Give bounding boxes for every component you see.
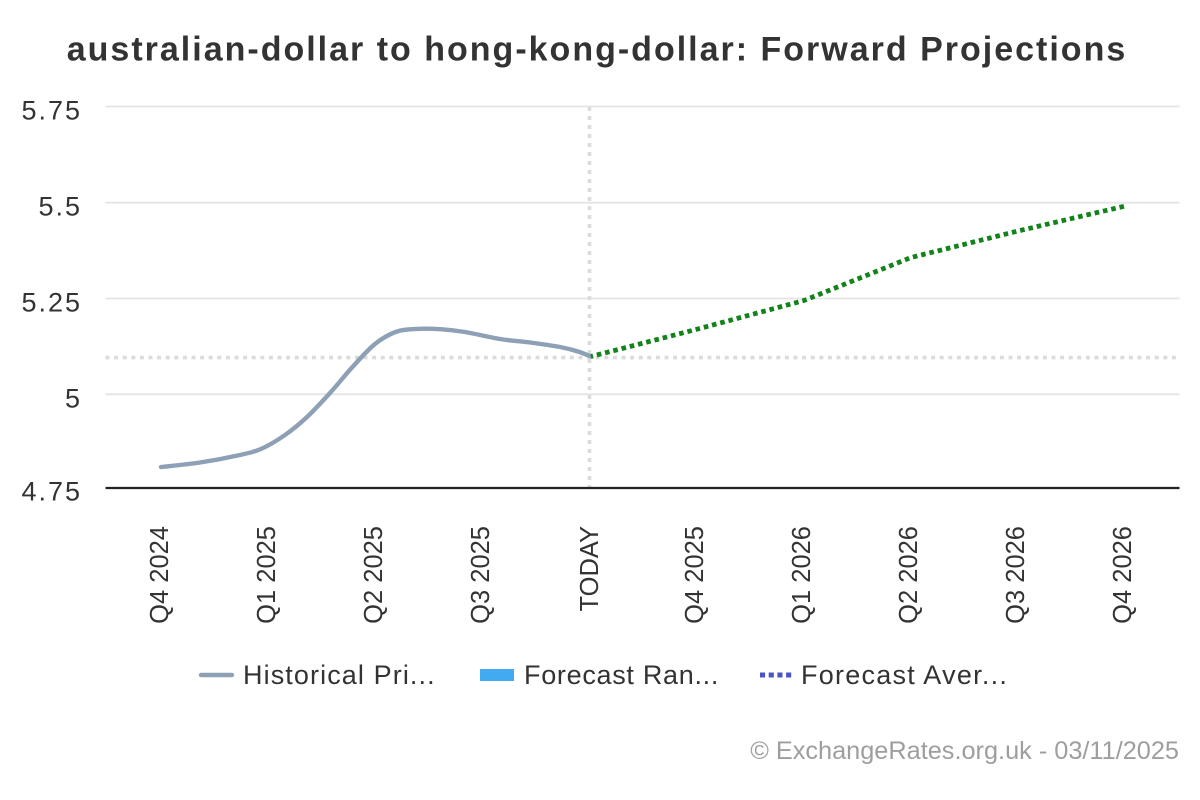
svg-text:5: 5 <box>65 383 82 413</box>
svg-text:Q2 2026: Q2 2026 <box>895 526 923 624</box>
svg-text:Q2 2025: Q2 2025 <box>360 526 388 624</box>
svg-text:Q4 2024: Q4 2024 <box>146 526 174 624</box>
svg-text:Q1 2026: Q1 2026 <box>788 526 816 624</box>
svg-text:© ExchangeRates.org.uk - 03/11: © ExchangeRates.org.uk - 03/11/2025 <box>750 737 1179 765</box>
svg-text:australian-dollar to hong-kong: australian-dollar to hong-kong-dollar: F… <box>67 31 1128 69</box>
svg-text:5.25: 5.25 <box>21 287 82 317</box>
svg-text:Q3 2026: Q3 2026 <box>1002 526 1030 624</box>
svg-text:Q4 2026: Q4 2026 <box>1109 526 1137 624</box>
svg-text:Forecast Ran...: Forecast Ran... <box>524 660 719 690</box>
svg-text:Q4 2025: Q4 2025 <box>681 526 709 624</box>
svg-text:5.5: 5.5 <box>38 192 82 222</box>
svg-text:Q1 2025: Q1 2025 <box>253 526 281 624</box>
svg-text:5.75: 5.75 <box>21 95 82 125</box>
svg-text:Forecast Aver...: Forecast Aver... <box>801 660 1008 690</box>
svg-text:Historical Pri...: Historical Pri... <box>243 660 436 690</box>
svg-text:TODAY: TODAY <box>576 526 604 612</box>
svg-text:Q3 2025: Q3 2025 <box>467 526 495 624</box>
svg-text:4.75: 4.75 <box>21 477 82 507</box>
